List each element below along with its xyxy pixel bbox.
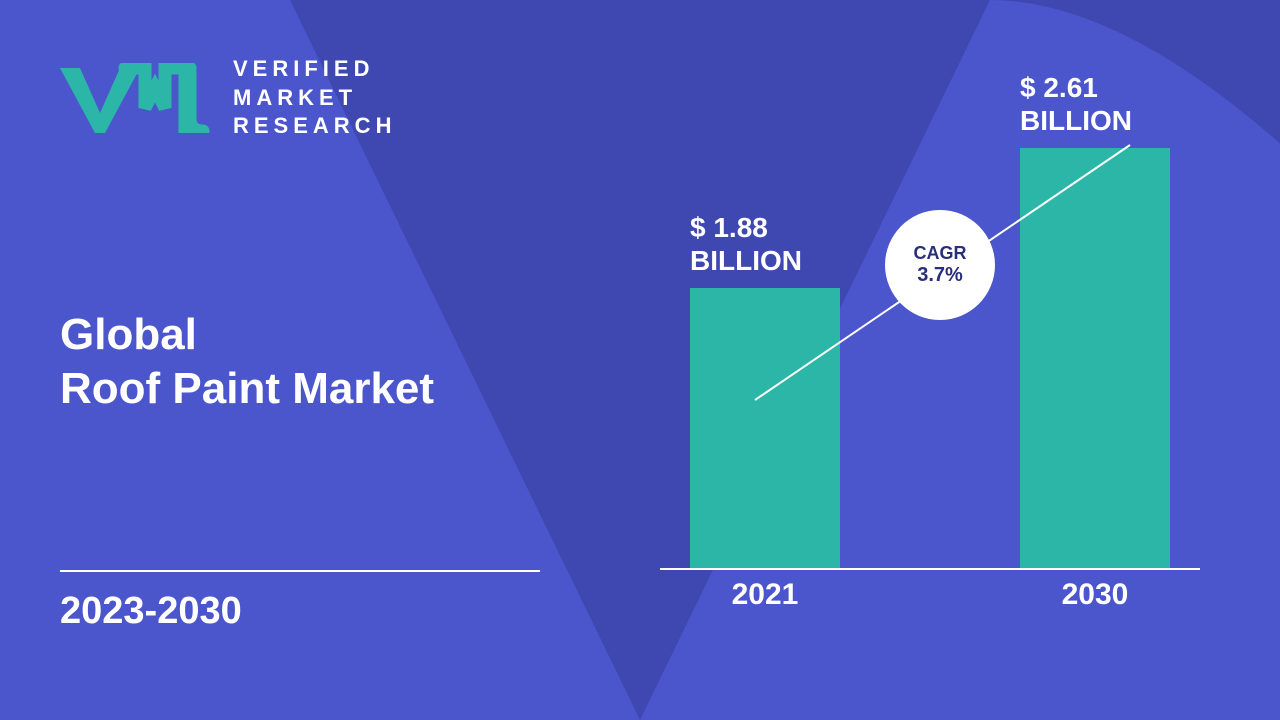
cagr-value: 3.7%: [917, 264, 963, 287]
title: Global Roof Paint Market: [60, 310, 434, 414]
period-text: 2023-2030: [60, 590, 540, 633]
logo-text-line: MARKET: [233, 84, 396, 113]
forecast-period: 2023-2030: [60, 570, 540, 633]
vmr-logo-icon: [55, 63, 215, 133]
period-divider: [60, 570, 540, 572]
title-line2: Roof Paint Market: [60, 364, 434, 414]
bar-chart: $ 1.88 BILLION $ 2.61 BILLION 2021 2030 …: [660, 60, 1200, 620]
cagr-badge: CAGR 3.7%: [885, 210, 995, 320]
title-line1: Global: [60, 310, 434, 360]
logo-text: VERIFIED MARKET RESEARCH: [233, 55, 396, 141]
logo-text-line: VERIFIED: [233, 55, 396, 84]
trend-line: [660, 60, 1200, 620]
logo: VERIFIED MARKET RESEARCH: [55, 55, 396, 141]
cagr-label: CAGR: [914, 243, 967, 264]
logo-text-line: RESEARCH: [233, 112, 396, 141]
